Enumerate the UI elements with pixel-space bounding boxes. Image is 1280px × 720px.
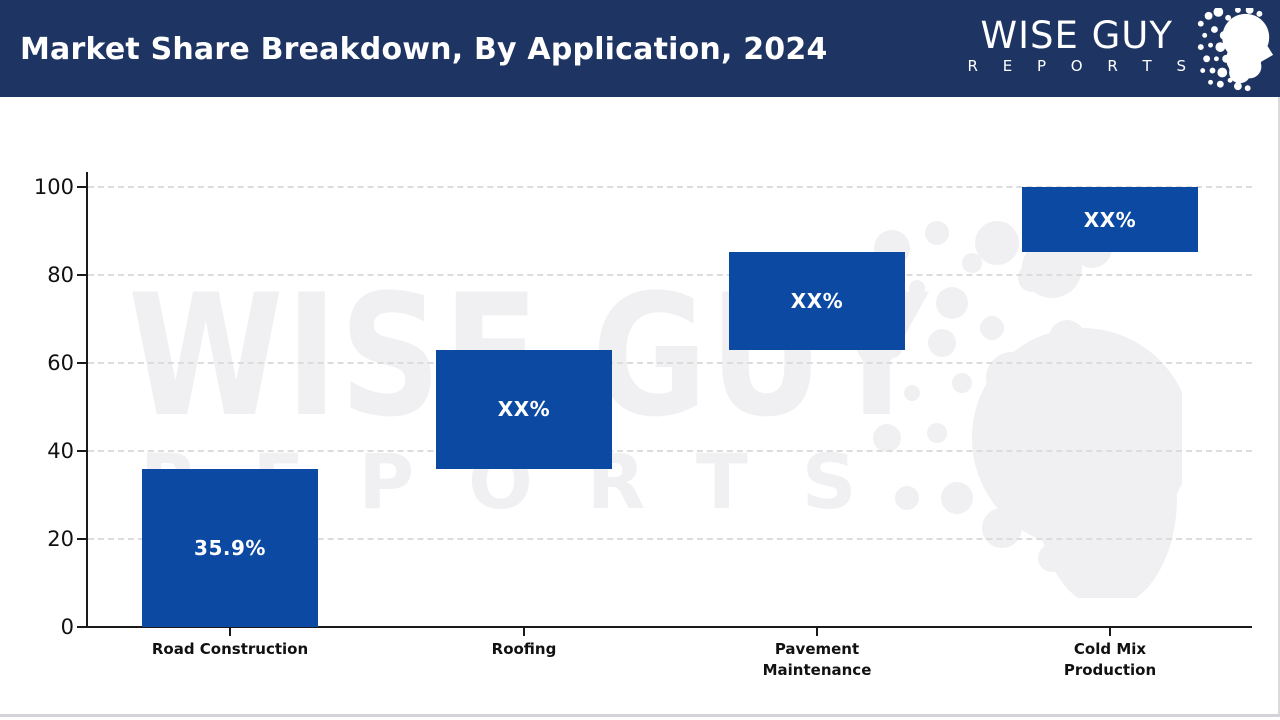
watermark-face-icon [865,221,1182,598]
y-tick-mark [77,362,87,364]
x-axis-label-line: Roofing [491,640,557,658]
bar-value-label: XX% [1083,207,1137,232]
gridline-80 [88,274,1252,276]
bottom-border [0,714,1280,717]
x-tick-mark [816,628,818,636]
bar-value-label: 35.9% [194,536,266,560]
x-tick-mark [523,628,525,636]
y-tick-label: 80 [47,263,74,287]
right-border [1278,97,1280,714]
gridline-100 [88,186,1252,188]
x-axis-label-line: Production [1063,661,1157,679]
y-tick-mark [77,274,87,276]
dotted-face-profile-icon [1197,8,1274,92]
x-axis-label-line: Maintenance [762,661,872,679]
y-tick-mark [77,626,87,628]
y-tick-label: 40 [47,439,74,463]
y-tick-mark [77,538,87,540]
gridline-20 [88,538,1252,540]
x-axis-label-line: Road Construction [151,640,309,658]
x-axis-label-roofing: Roofing [414,639,634,660]
bar-value-label: XX% [790,288,844,313]
y-axis-line [86,172,88,628]
bar-roofing: XX% [436,349,612,470]
x-axis-label-line: Cold Mix [1073,640,1147,658]
x-tick-mark [1109,628,1111,636]
x-axis-label-pavement-maintenance: Pavement Maintenance [707,639,927,681]
brand-logo: WISE GUY R E P O R T S [968,6,1274,92]
y-tick-label: 0 [60,615,74,639]
bar-pavement-maintenance: XX% [729,252,905,350]
brand-logo-text: WISE GUY R E P O R T S [958,14,1196,76]
y-tick-label: 60 [47,351,74,375]
y-tick-label: 20 [47,527,74,551]
bar-road-construction: 35.9% [142,469,318,627]
header-band: Market Share Breakdown, By Application, … [0,0,1280,97]
y-tick-mark [77,186,87,188]
x-axis-label-cold-mix-production: Cold Mix Production [1000,639,1220,681]
y-tick-label: 100 [33,175,74,199]
x-axis-line [85,626,1252,628]
gridline-40 [88,450,1252,452]
gridline-60 [88,362,1252,364]
x-tick-mark [229,628,231,636]
x-axis-label-road-construction: Road Construction [120,639,340,660]
y-tick-mark [77,450,87,452]
page-title: Market Share Breakdown, By Application, … [20,32,828,67]
brand-name: WISE GUY [980,14,1173,57]
bar-value-label: XX% [497,397,551,422]
bar-cold-mix-production: XX% [1022,187,1198,253]
brand-subname: R E P O R T S [967,57,1196,75]
x-axis-label-line: Pavement [774,640,860,658]
